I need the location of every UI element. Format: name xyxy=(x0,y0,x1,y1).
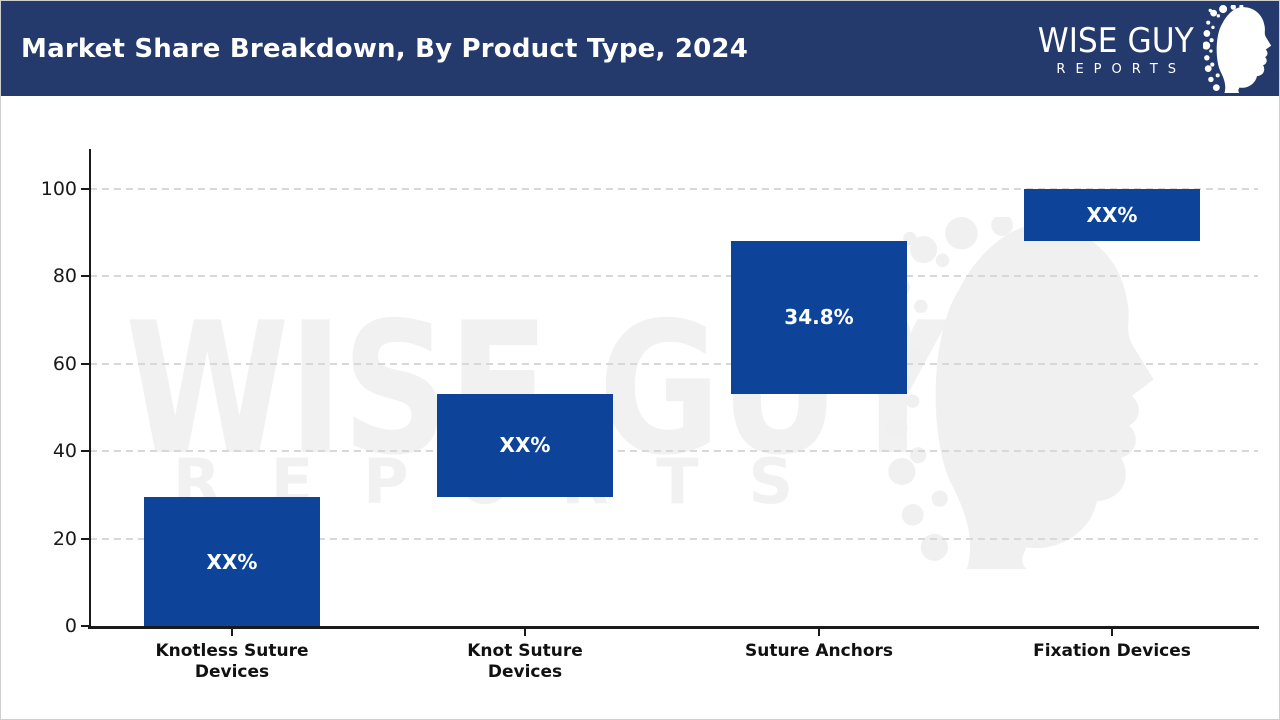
gridline-20 xyxy=(90,537,1258,540)
chart-title: Market Share Breakdown, By Product Type,… xyxy=(21,33,748,64)
bar-fixation-devices: XX% xyxy=(1024,189,1200,242)
x-axis-tick-knot-suture-devices xyxy=(524,628,526,636)
bar-value-label: XX% xyxy=(206,549,258,574)
x-axis-line xyxy=(88,626,1259,629)
y-axis-line xyxy=(89,149,91,628)
header-bar: Market Share Breakdown, By Product Type,… xyxy=(1,1,1280,96)
y-axis-tick-label: 80 xyxy=(52,265,77,288)
bar-knotless-suture-devices: XX% xyxy=(144,497,320,626)
y-axis-tick-60 xyxy=(81,362,89,365)
bar-knot-suture-devices: XX% xyxy=(437,393,613,498)
x-axis-label-fixation-devices: Fixation Devices xyxy=(1033,641,1191,661)
y-axis-tick-label: 100 xyxy=(40,178,77,200)
y-axis-tick-40 xyxy=(81,450,89,453)
x-axis-tick-knotless-suture-devices xyxy=(231,628,233,636)
y-axis-tick-label: 0 xyxy=(64,615,77,637)
y-axis-tick-0 xyxy=(81,625,89,627)
y-axis-tick-label: 60 xyxy=(52,352,77,375)
bar-value-label: XX% xyxy=(1086,203,1138,228)
logo-text: WISE GUY REPORTS xyxy=(1031,21,1201,77)
y-axis-tick-label: 40 xyxy=(52,440,77,463)
x-axis-label-suture-anchors: Suture Anchors xyxy=(744,641,894,661)
y-axis-tick-20 xyxy=(81,537,89,540)
bar-value-label: 34.8% xyxy=(784,305,854,330)
logo-subtitle: REPORTS xyxy=(1056,61,1187,77)
x-axis-label-knotless-suture-devices: Knotless Suture Devices xyxy=(155,641,309,682)
y-axis-tick-label: 20 xyxy=(52,527,77,550)
y-axis-tick-80 xyxy=(81,275,89,278)
y-axis-tick-100 xyxy=(81,188,89,190)
x-axis-label-knot-suture-devices: Knot Suture Devices xyxy=(467,641,583,682)
gridline-80 xyxy=(90,275,1258,278)
x-axis-tick-fixation-devices xyxy=(1111,628,1113,636)
gridline-60 xyxy=(90,362,1258,365)
x-axis-tick-suture-anchors xyxy=(818,628,820,636)
logo-wordmark: WISE GUY xyxy=(1038,20,1195,61)
bar-suture-anchors: 34.8% xyxy=(731,241,907,394)
gridline-40 xyxy=(90,450,1258,453)
gridline-100 xyxy=(90,188,1258,190)
bar-value-label: XX% xyxy=(499,433,551,458)
wise-guy-reports-logo: WISE GUY REPORTS xyxy=(1031,5,1280,93)
